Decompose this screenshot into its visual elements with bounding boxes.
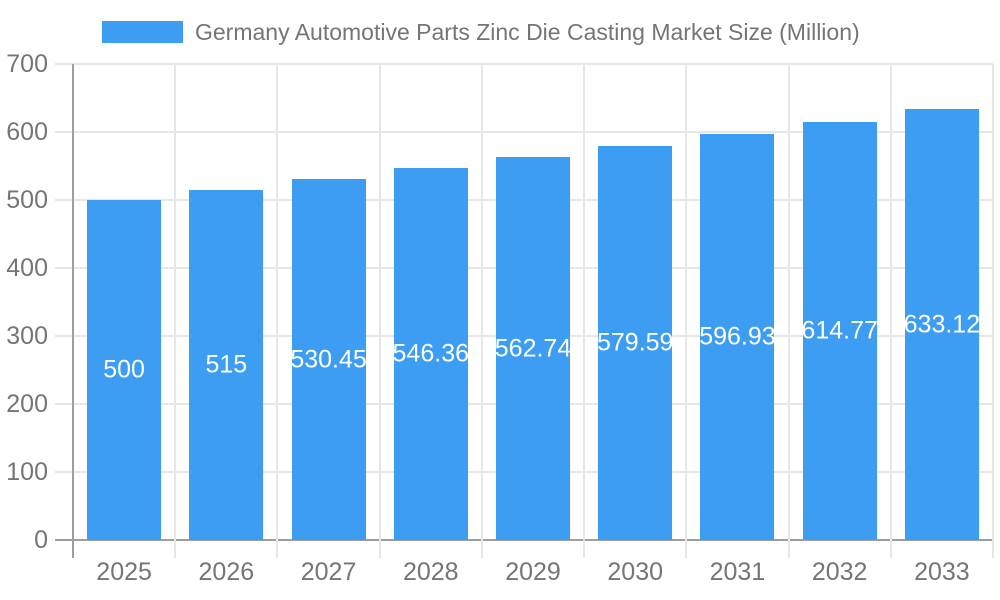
plot-area: 500 515 530.45 546.36 562.74 579.59 596.93 614.…: [6, 50, 994, 586]
bar-value-label: 500: [103, 355, 145, 384]
v-gridline: [992, 64, 994, 558]
y-axis-tick-label: 200: [6, 390, 48, 418]
bar-value-label: 515: [205, 350, 248, 379]
v-gridline: [787, 64, 790, 558]
x-axis-tick-label: 2025: [96, 558, 152, 586]
y-axis-tick-label: 300: [6, 322, 48, 350]
y-axis-tick-label: 500: [6, 186, 48, 214]
x-axis-tick-label: 2029: [505, 558, 561, 586]
bar[interactable]: [87, 200, 162, 540]
legend-swatch-icon: [102, 21, 183, 43]
legend[interactable]: Germany Automotive Parts Zinc Die Castin…: [102, 20, 860, 44]
h-gridline: [55, 131, 993, 133]
y-axis-tick-label: 700: [6, 50, 48, 78]
v-gridline: [889, 64, 892, 558]
x-axis-tick-label: 2030: [607, 558, 664, 586]
v-gridline: [685, 64, 688, 558]
v-gridline: [583, 64, 586, 558]
bar-value-label: 546.36: [392, 339, 469, 368]
y-axis-tick-label: 100: [6, 458, 48, 486]
x-axis-line: [55, 539, 993, 541]
bar[interactable]: [496, 157, 570, 540]
bar[interactable]: [802, 121, 877, 540]
bar[interactable]: [598, 145, 673, 540]
x-axis-tick-label: 2027: [300, 558, 357, 586]
h-gridline: [55, 63, 993, 65]
x-axis-tick-label: 2026: [198, 558, 255, 586]
bar[interactable]: [393, 168, 468, 540]
bar-value-label: 579.59: [596, 328, 674, 357]
bar-value-label: 530.45: [290, 345, 367, 374]
bar-value-label: 596.93: [699, 322, 776, 351]
y-axis-tick-label: 0: [34, 526, 48, 554]
x-axis-tick-label: 2028: [402, 558, 459, 586]
v-gridline: [480, 64, 483, 558]
y-axis-line: [72, 64, 74, 558]
y-axis-tick-label: 600: [6, 118, 48, 146]
legend-label: Germany Automotive Parts Zinc Die Castin…: [195, 19, 860, 45]
bar-value-label: 633.12: [903, 310, 981, 339]
x-axis-tick-label: 2032: [811, 558, 868, 586]
v-gridline: [276, 64, 279, 558]
v-gridline: [378, 64, 381, 558]
y-axis-tick-label: 400: [6, 254, 48, 282]
bar-value-label: 562.74: [494, 334, 572, 363]
bar[interactable]: [700, 134, 775, 540]
bar[interactable]: [904, 109, 979, 540]
x-axis-tick-label: 2031: [709, 558, 766, 586]
bar[interactable]: [189, 189, 264, 540]
x-axis-tick-label: 2033: [914, 558, 970, 586]
v-gridline: [174, 64, 177, 558]
bar-value-label: 614.77: [801, 316, 878, 345]
bar[interactable]: [291, 179, 366, 540]
